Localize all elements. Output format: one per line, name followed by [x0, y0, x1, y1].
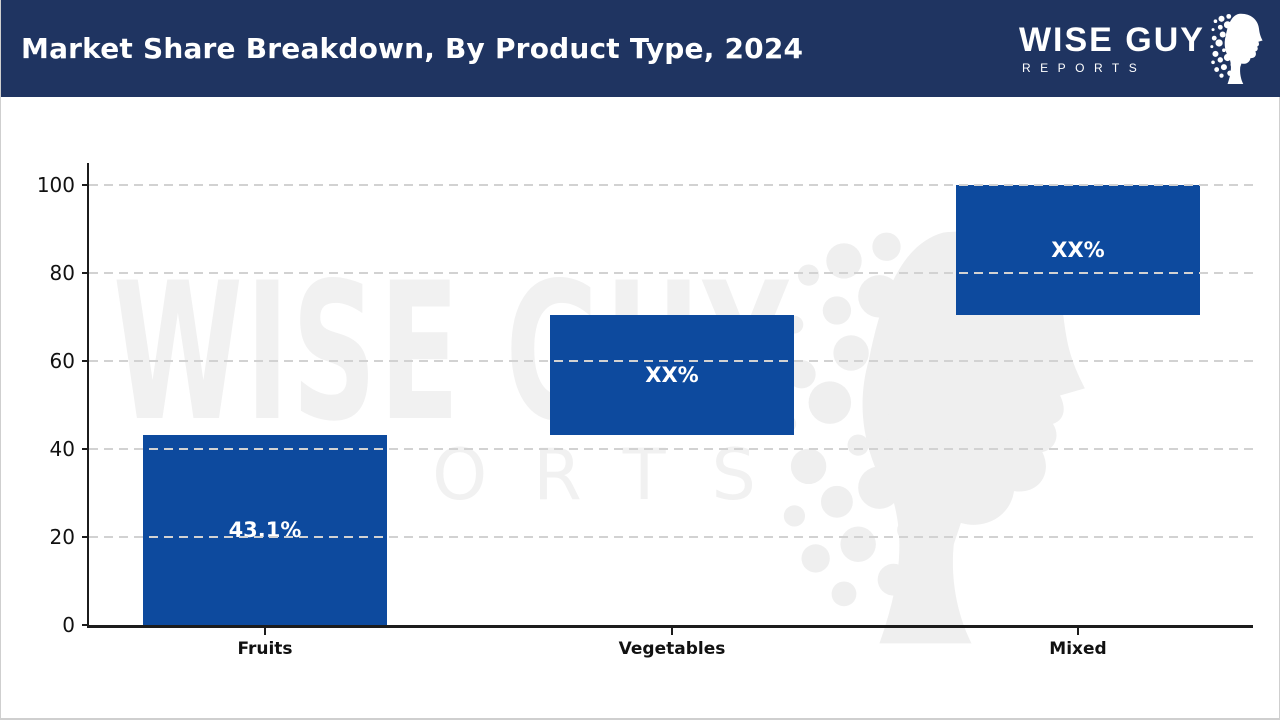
y-tick-label: 100	[36, 173, 75, 197]
gridline	[89, 360, 1253, 362]
header-bar: Market Share Breakdown, By Product Type,…	[1, 0, 1280, 97]
logo-text: WISE GUY REPORTS	[1019, 23, 1205, 75]
y-axis-line	[87, 163, 89, 627]
y-tick-label: 20	[49, 525, 75, 549]
x-axis-tick	[1077, 628, 1079, 635]
gridline	[89, 536, 1253, 538]
x-axis-tick	[671, 628, 673, 635]
gridline	[89, 448, 1253, 450]
y-axis-tick	[82, 624, 89, 626]
y-tick-label: 80	[49, 261, 75, 285]
bar-value-label: XX%	[1051, 237, 1105, 262]
y-axis-tick	[82, 360, 89, 362]
bar-value-label: 43.1%	[228, 518, 302, 543]
y-axis-tick	[82, 536, 89, 538]
dotted-face-icon	[1210, 13, 1263, 84]
y-tick-label: 0	[62, 613, 75, 637]
page-title: Market Share Breakdown, By Product Type,…	[21, 32, 804, 65]
y-tick-label: 40	[49, 437, 75, 461]
y-tick-label: 60	[49, 349, 75, 373]
wise-guy-reports-logo: WISE GUY REPORTS	[1019, 11, 1265, 87]
x-axis-tick	[264, 628, 266, 635]
gridline	[89, 184, 1253, 186]
logo-brand-sub: REPORTS	[1021, 60, 1147, 75]
x-category-label: Vegetables	[618, 639, 726, 659]
x-category-label: Mixed	[1049, 639, 1107, 659]
x-axis-line	[87, 625, 1253, 628]
bar-fruits: 43.1%	[143, 435, 387, 625]
x-category-label: Fruits	[237, 639, 293, 659]
y-axis-tick	[82, 272, 89, 274]
bar-mixed: XX%	[956, 185, 1200, 315]
bar-value-label: XX%	[645, 363, 699, 388]
bottom-border	[1, 718, 1280, 720]
logo-brand-name: WISE GUY	[1018, 20, 1205, 59]
bar-vegetables: XX%	[550, 314, 794, 436]
y-axis-tick	[82, 448, 89, 450]
gridline	[89, 272, 1253, 274]
y-axis-tick	[82, 184, 89, 186]
